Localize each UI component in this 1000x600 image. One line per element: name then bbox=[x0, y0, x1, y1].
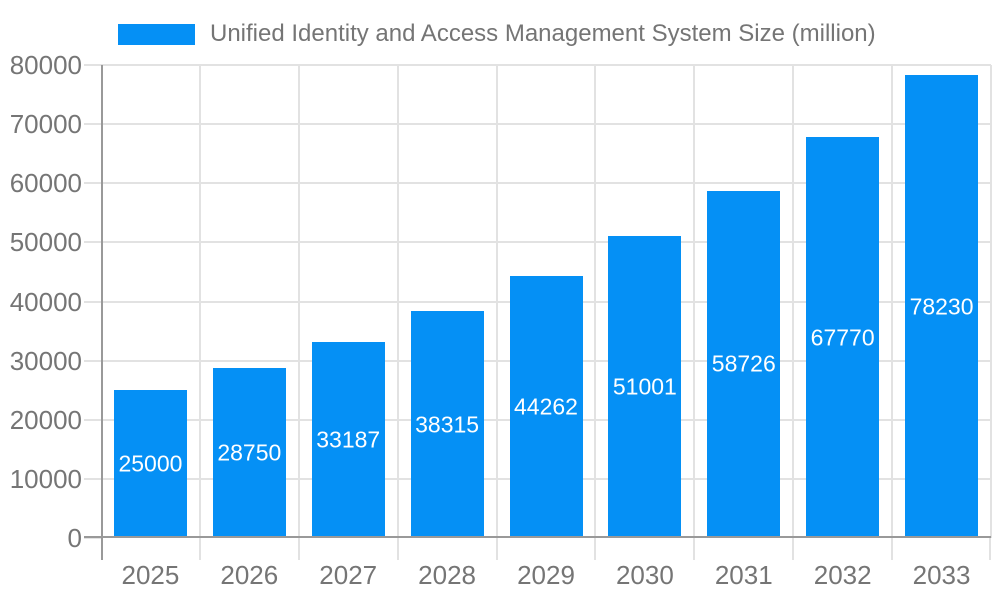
y-axis-tick-label: 60000 bbox=[9, 168, 82, 199]
gridline-vertical bbox=[594, 65, 597, 538]
y-axis-tick-label: 0 bbox=[67, 523, 82, 553]
gridline-vertical bbox=[693, 65, 696, 538]
x-axis-tick-label: 2025 bbox=[121, 560, 180, 590]
x-tick-mark bbox=[693, 538, 696, 560]
legend: Unified Identity and Access Management S… bbox=[118, 20, 876, 48]
bar-value-label: 51001 bbox=[612, 373, 677, 400]
y-tick-mark bbox=[84, 537, 101, 539]
gridline-vertical bbox=[198, 65, 201, 538]
gridline-vertical bbox=[297, 65, 300, 538]
x-axis-tick-label: 2026 bbox=[220, 560, 279, 590]
bar: 78230 bbox=[905, 75, 979, 538]
x-axis-tick-label: 2030 bbox=[615, 560, 674, 590]
x-tick-mark bbox=[198, 538, 201, 560]
y-axis-tick-label: 70000 bbox=[9, 109, 82, 140]
y-tick-mark bbox=[84, 241, 101, 244]
bar-value-label: 58726 bbox=[711, 350, 776, 377]
x-tick-mark bbox=[495, 538, 498, 560]
y-axis-line bbox=[101, 65, 103, 560]
bar: 33187 bbox=[311, 341, 385, 538]
y-tick-mark bbox=[84, 123, 101, 126]
bar: 38315 bbox=[410, 311, 484, 538]
gridline-vertical bbox=[396, 65, 399, 538]
y-axis-tick-label: 50000 bbox=[9, 227, 82, 258]
x-axis-tick-label: 2033 bbox=[912, 560, 971, 590]
bar: 28750 bbox=[212, 368, 286, 538]
bar-value-label: 33187 bbox=[316, 426, 381, 453]
bar-value-label: 78230 bbox=[909, 293, 974, 320]
x-axis-tick-label: 2028 bbox=[418, 560, 477, 590]
x-axis-tick-label: 2027 bbox=[319, 560, 378, 590]
y-tick-mark bbox=[84, 64, 101, 66]
legend-swatch bbox=[118, 23, 195, 45]
plot-area: 25000 28750 33187 38315 44262 51001 58726 67770… bbox=[84, 64, 992, 560]
gridline-vertical bbox=[990, 65, 992, 538]
x-tick-mark bbox=[396, 538, 399, 560]
bar-value-label: 67770 bbox=[810, 324, 875, 351]
bar-value-label: 28750 bbox=[217, 439, 282, 466]
y-tick-mark bbox=[84, 182, 101, 185]
bar: 58726 bbox=[707, 190, 781, 538]
legend-label: Unified Identity and Access Management S… bbox=[210, 20, 876, 47]
y-tick-mark bbox=[84, 477, 101, 480]
bar-value-label: 38315 bbox=[415, 411, 480, 438]
bar: 51001 bbox=[608, 236, 682, 538]
gridline-vertical bbox=[891, 65, 894, 538]
y-tick-mark bbox=[84, 359, 101, 362]
y-axis-tick-label: 10000 bbox=[9, 463, 82, 494]
x-tick-mark bbox=[297, 538, 300, 560]
gridline-horizontal bbox=[101, 241, 991, 244]
gridline-horizontal bbox=[101, 64, 991, 66]
y-axis-tick-label: 80000 bbox=[9, 50, 82, 80]
x-tick-mark bbox=[792, 538, 795, 560]
x-tick-mark bbox=[989, 538, 991, 560]
x-axis-tick-label: 2031 bbox=[714, 560, 773, 590]
y-axis-tick-label: 20000 bbox=[9, 404, 82, 435]
gridline-vertical bbox=[792, 65, 795, 538]
bar-value-label: 44262 bbox=[514, 393, 578, 420]
gridline-horizontal bbox=[101, 123, 991, 126]
bar-value-label: 25000 bbox=[118, 450, 183, 477]
x-axis-tick-label: 2029 bbox=[517, 560, 575, 590]
bar: 44262 bbox=[509, 276, 583, 538]
x-axis-line bbox=[84, 536, 991, 538]
x-tick-mark bbox=[891, 538, 894, 560]
y-tick-mark bbox=[84, 418, 101, 421]
bar: 25000 bbox=[113, 390, 187, 538]
gridline-horizontal bbox=[101, 182, 991, 185]
gridline-vertical bbox=[495, 65, 498, 538]
y-axis-tick-label: 30000 bbox=[9, 345, 82, 376]
x-axis-tick-label: 2032 bbox=[813, 560, 872, 590]
x-tick-mark bbox=[594, 538, 597, 560]
bar: 67770 bbox=[806, 137, 880, 538]
y-tick-mark bbox=[84, 300, 101, 303]
y-axis-tick-label: 40000 bbox=[9, 286, 82, 317]
